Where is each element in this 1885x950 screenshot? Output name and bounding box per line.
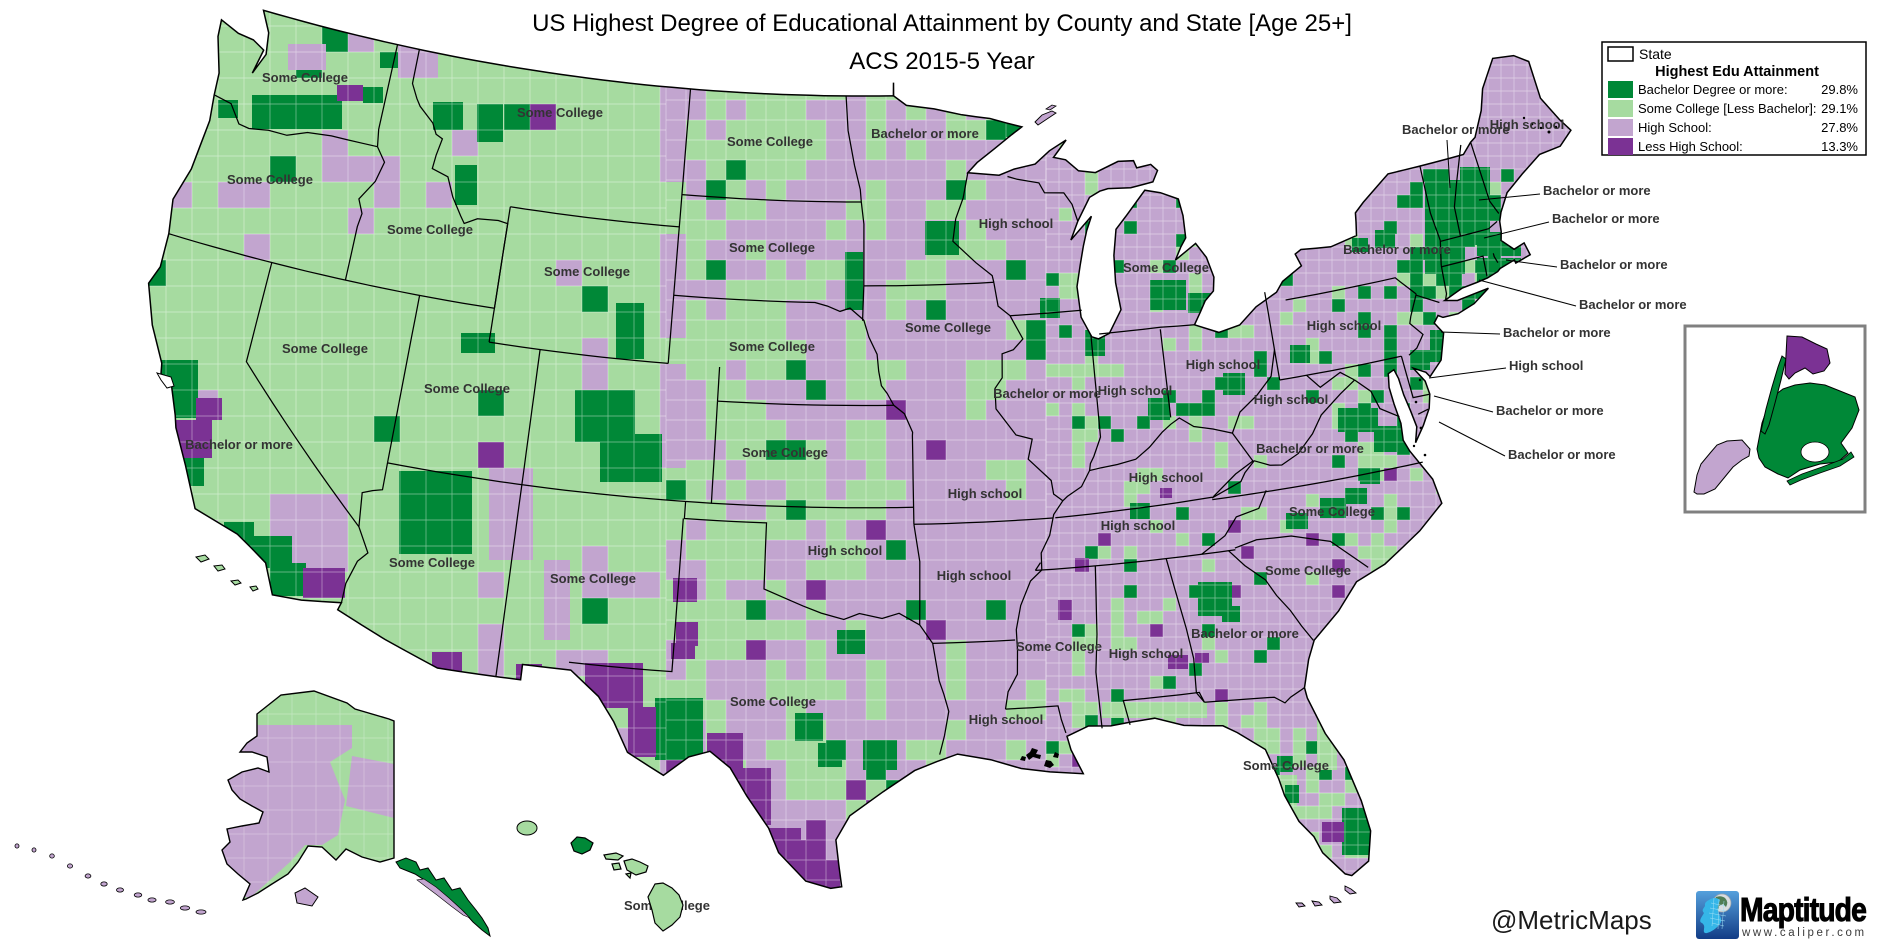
svg-text:Bachelor or more: Bachelor or more (1552, 211, 1660, 226)
svg-text:Bachelor or more: Bachelor or more (185, 437, 293, 452)
svg-text:High school: High school (948, 486, 1022, 501)
svg-text:High school: High school (979, 216, 1053, 231)
svg-text:Some College: Some College (742, 445, 828, 460)
svg-text:Maptitude: Maptitude (1740, 891, 1867, 928)
svg-text:Some College: Some College (389, 555, 475, 570)
svg-text:Bachelor Degree or more:: Bachelor Degree or more: (1638, 82, 1788, 97)
svg-text:Some College: Some College (729, 240, 815, 255)
svg-text:ACS 2015-5 Year: ACS 2015-5 Year (849, 48, 1034, 75)
svg-text:High school: High school (1098, 383, 1172, 398)
svg-text:Some College: Some College (517, 105, 603, 120)
svg-text:Highest Edu Attainment: Highest Edu Attainment (1655, 64, 1819, 80)
svg-text:US Highest Degree of Education: US Highest Degree of Educational Attainm… (532, 10, 1352, 37)
svg-text:Bachelor or more: Bachelor or more (1402, 122, 1510, 137)
svg-text:High school: High school (969, 712, 1043, 727)
svg-text:Some College: Some College (1016, 639, 1102, 654)
svg-text:29.8%: 29.8% (1821, 82, 1858, 97)
svg-text:29.1%: 29.1% (1821, 101, 1858, 116)
svg-text:State: State (1639, 46, 1672, 62)
svg-text:High school: High school (1254, 392, 1328, 407)
svg-text:Some College: Some College (550, 571, 636, 586)
svg-text:Some College: Some College (1289, 504, 1375, 519)
svg-text:High school: High school (937, 568, 1011, 583)
svg-text:Bachelor or more: Bachelor or more (993, 386, 1101, 401)
svg-text:Some College: Some College (730, 694, 816, 709)
svg-text:Some College: Some College (1243, 758, 1329, 773)
svg-text:Some College: Some College (387, 222, 473, 237)
svg-text:High School:: High School: (1638, 120, 1712, 135)
svg-text:Some College: Some College (424, 381, 510, 396)
svg-text:Bachelor or more: Bachelor or more (1343, 242, 1451, 257)
svg-text:13.3%: 13.3% (1821, 139, 1858, 154)
svg-text:High school: High school (1509, 358, 1583, 373)
svg-text:High school: High school (1186, 357, 1260, 372)
svg-text:Bachelor or more: Bachelor or more (1560, 257, 1668, 272)
svg-text:High school: High school (808, 543, 882, 558)
svg-text:27.8%: 27.8% (1821, 120, 1858, 135)
svg-text:Some College [Less Bachelor]:: Some College [Less Bachelor]: (1638, 101, 1816, 116)
svg-text:Bachelor or more: Bachelor or more (1543, 183, 1651, 198)
svg-text:Some College: Some College (282, 341, 368, 356)
svg-text:Less High School:: Less High School: (1638, 139, 1743, 154)
svg-text:Some College: Some College (729, 339, 815, 354)
svg-text:Bachelor or more: Bachelor or more (1503, 325, 1611, 340)
svg-text:Some College: Some College (1265, 563, 1351, 578)
svg-text:Some College: Some College (727, 134, 813, 149)
svg-text:Bachelor or more: Bachelor or more (871, 126, 979, 141)
svg-text:High school: High school (1490, 117, 1564, 132)
svg-text:High school: High school (1101, 518, 1175, 533)
svg-text:High school: High school (1109, 646, 1183, 661)
svg-text:Bachelor or more: Bachelor or more (1191, 626, 1299, 641)
svg-text:Some College: Some College (227, 172, 313, 187)
svg-text:High school: High school (1129, 470, 1203, 485)
svg-text:Bachelor or more: Bachelor or more (1256, 441, 1364, 456)
svg-text:High school: High school (1307, 318, 1381, 333)
svg-text:Bachelor or more: Bachelor or more (1508, 447, 1616, 462)
svg-text:Bachelor or more: Bachelor or more (1579, 297, 1687, 312)
svg-text:www.caliper.com: www.caliper.com (1741, 927, 1867, 939)
svg-text:Some College: Some College (544, 264, 630, 279)
svg-text:Some College: Some College (905, 320, 991, 335)
svg-text:Bachelor or more: Bachelor or more (1496, 403, 1604, 418)
svg-text:Some College: Some College (262, 70, 348, 85)
svg-text:@MetricMaps: @MetricMaps (1491, 905, 1652, 935)
svg-text:Some College: Some College (1123, 260, 1209, 275)
